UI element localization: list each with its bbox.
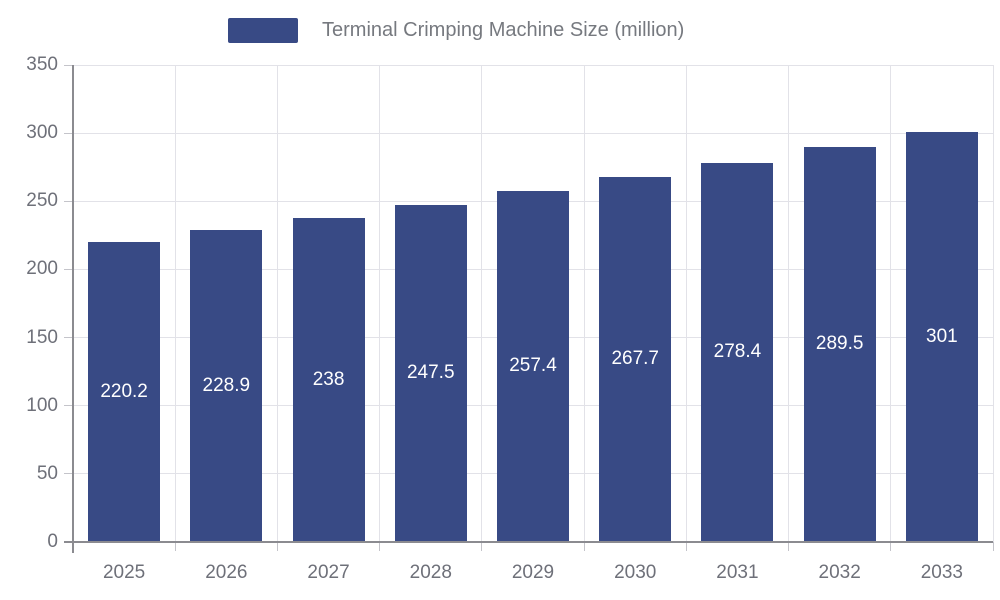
x-axis-tick	[481, 542, 483, 551]
x-axis-label: 2030	[614, 562, 657, 583]
x-axis-label: 2025	[102, 562, 146, 583]
x-axis-label: 2031	[716, 562, 759, 583]
gridline-h	[73, 64, 993, 66]
x-axis-tick	[788, 542, 790, 551]
x-axis-label: 2027	[307, 562, 350, 583]
y-axis-tick	[64, 473, 73, 475]
y-axis-label: 350	[26, 54, 58, 75]
gridline-v	[174, 65, 176, 542]
legend-label: Terminal Crimping Machine Size (million)	[322, 19, 685, 41]
x-axis-label: 2033	[920, 562, 964, 583]
bar-value-label: 289.5	[815, 333, 864, 354]
y-axis-tick	[64, 200, 73, 202]
gridline-v	[583, 65, 585, 542]
bar-value-label: 278.4	[713, 341, 762, 362]
bar-2027[interactable]: 238	[292, 218, 365, 541]
bar-value-label: 267.7	[611, 348, 659, 369]
y-axis-label: 200	[26, 258, 58, 280]
y-axis-label: 100	[26, 394, 58, 416]
gridline-v	[685, 65, 687, 542]
bar-2033[interactable]: 301	[905, 132, 978, 541]
bar-2032[interactable]: 289.5	[803, 147, 876, 541]
x-axis-label: 2032	[818, 562, 861, 583]
y-axis-tick	[64, 64, 73, 66]
x-axis-tick	[685, 542, 687, 551]
bar-2026[interactable]: 228.9	[190, 230, 263, 541]
gridline-v	[890, 65, 892, 542]
y-axis-tick	[64, 337, 73, 339]
bar-2030[interactable]: 267.7	[599, 177, 672, 541]
bar-2025[interactable]: 220.2	[88, 242, 161, 541]
x-axis-label: 2029	[511, 562, 555, 583]
x-axis-tick	[174, 542, 176, 551]
x-axis-line	[64, 541, 993, 543]
gridline-v	[992, 65, 994, 542]
gridline-v	[276, 65, 278, 542]
y-axis-line	[72, 65, 74, 553]
y-axis-label: 0	[47, 531, 58, 552]
bar-value-label: 301	[926, 325, 958, 347]
x-axis-tick	[992, 542, 994, 551]
gridline-v	[788, 65, 790, 542]
legend-swatch	[228, 18, 298, 43]
gridline-v	[481, 65, 483, 542]
y-axis-label: 50	[36, 462, 58, 484]
bar-2031[interactable]: 278.4	[701, 163, 774, 541]
bar-value-label: 247.5	[406, 362, 455, 383]
bar-value-label: 257.4	[509, 355, 557, 376]
x-axis-tick	[379, 542, 381, 551]
y-axis-tick	[64, 405, 73, 407]
x-axis-tick	[890, 542, 892, 551]
bar-2028[interactable]: 247.5	[394, 205, 467, 541]
gridline-h	[73, 132, 993, 134]
bar-value-label: 238	[312, 368, 345, 390]
bar-value-label: 220.2	[100, 380, 148, 402]
bar-value-label: 228.9	[202, 374, 251, 396]
bar-2029[interactable]: 257.4	[497, 191, 569, 541]
y-axis-tick	[64, 132, 73, 134]
x-axis-label: 2028	[409, 562, 452, 583]
y-axis-label: 250	[26, 190, 58, 212]
gridline-v	[379, 65, 381, 542]
x-axis-tick	[276, 542, 278, 551]
x-axis-label: 2026	[205, 562, 248, 583]
y-axis-label: 150	[26, 326, 58, 348]
legend[interactable]: Terminal Crimping Machine Size (million)	[228, 18, 684, 43]
y-axis-label: 300	[26, 122, 58, 144]
x-axis-tick	[583, 542, 585, 551]
y-axis-tick	[64, 268, 73, 270]
